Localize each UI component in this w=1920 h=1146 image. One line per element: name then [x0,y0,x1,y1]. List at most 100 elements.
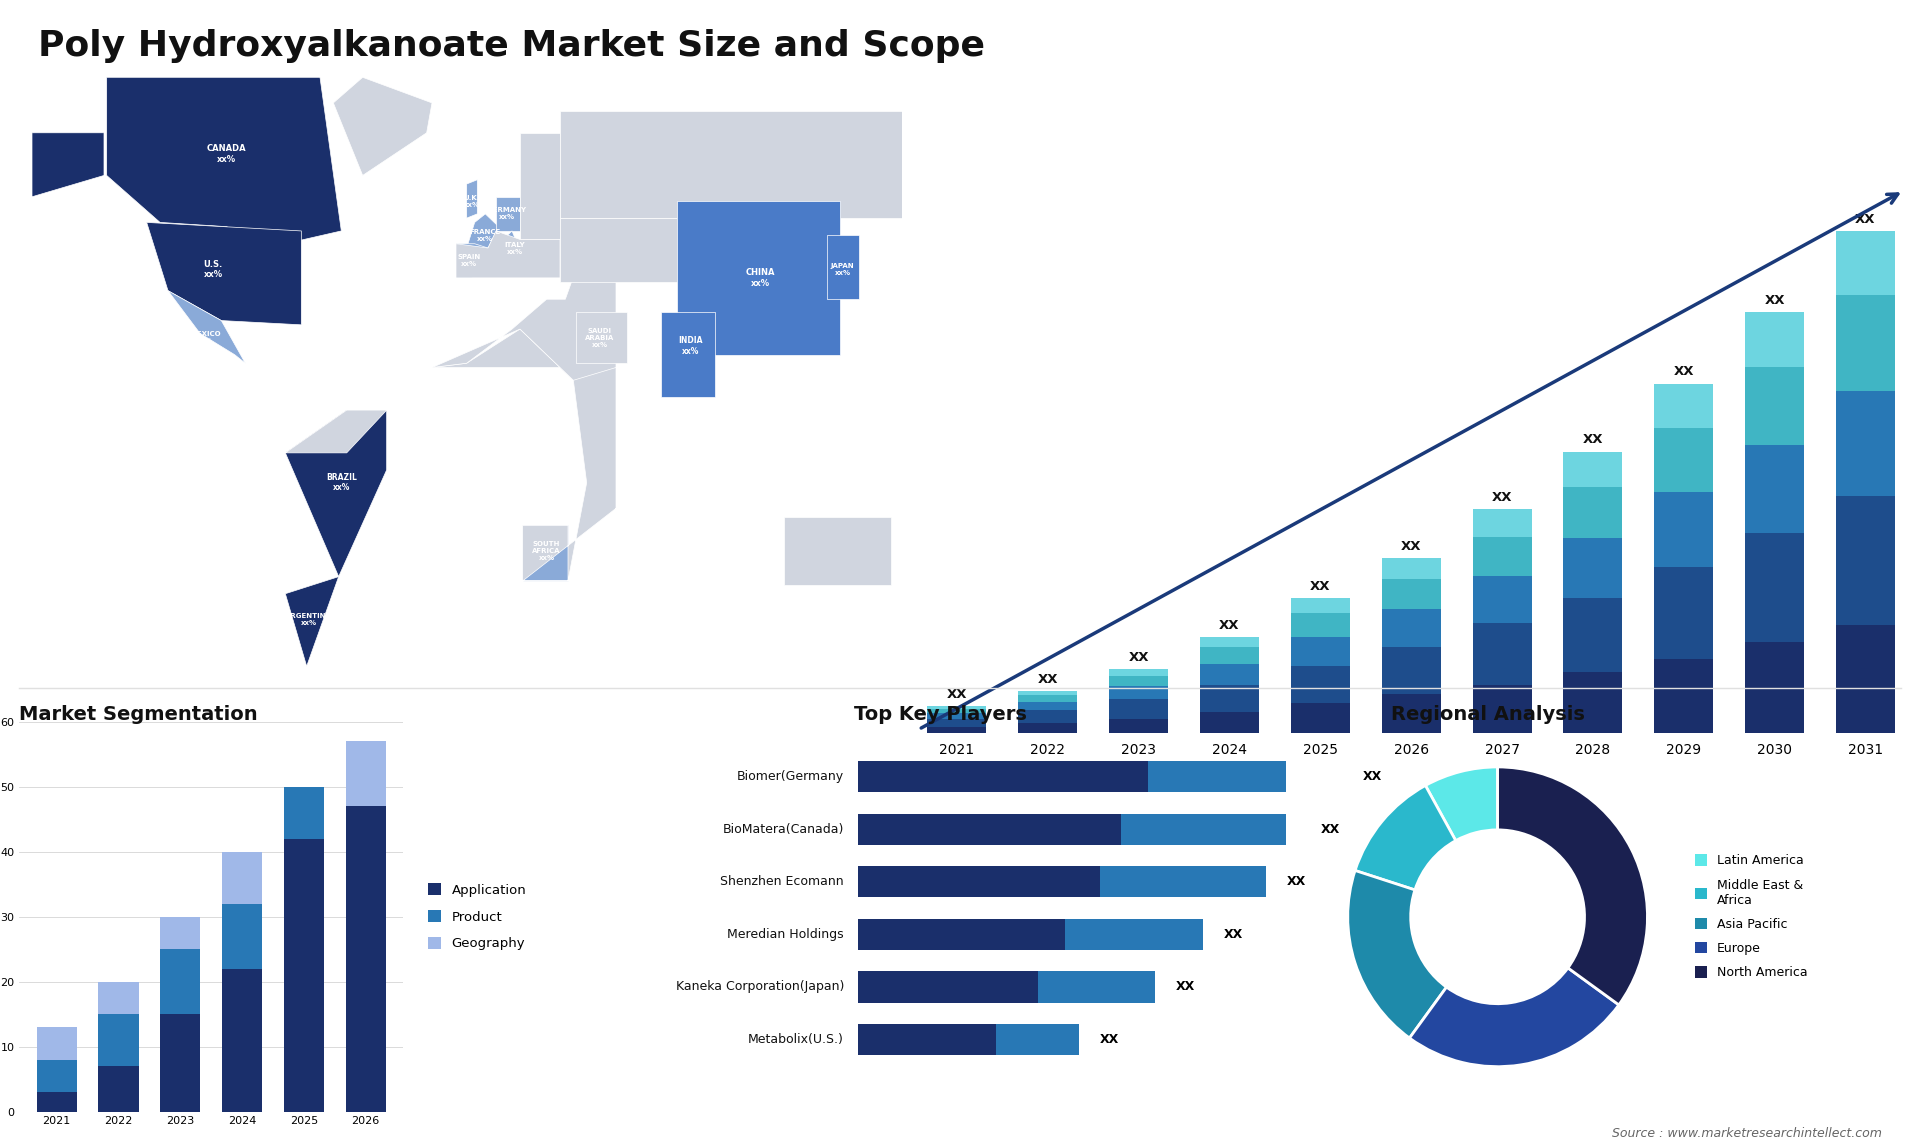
Text: Metabolix(U.S.): Metabolix(U.S.) [749,1033,845,1046]
Bar [1290,666,1350,702]
Text: Biomer(Germany: Biomer(Germany [737,770,845,783]
FancyBboxPatch shape [858,814,1300,845]
Text: XX: XX [1855,212,1876,226]
FancyBboxPatch shape [858,972,1037,1003]
Bar [927,709,987,713]
Bar [927,727,987,733]
Bar [98,1066,138,1112]
Bar [1836,296,1895,391]
Bar [1018,711,1077,723]
Bar [1745,445,1805,533]
Bar [1110,686,1167,699]
FancyBboxPatch shape [858,866,1100,897]
Bar [1745,533,1805,642]
Text: Kaneka Corporation(Japan): Kaneka Corporation(Japan) [676,981,845,994]
Bar [1290,702,1350,733]
Text: Top Key Players: Top Key Players [854,705,1027,724]
Bar [1836,625,1895,733]
Bar [346,741,386,807]
Bar [1745,367,1805,445]
Bar [1110,719,1167,733]
Bar [1290,598,1350,613]
Bar [1563,487,1622,537]
Bar [1382,579,1440,610]
Bar [1018,691,1077,696]
Text: Market Segmentation: Market Segmentation [19,705,257,724]
FancyBboxPatch shape [858,919,1204,950]
Text: JAPAN
xx%: JAPAN xx% [831,262,854,276]
Text: FRANCE
xx%: FRANCE xx% [470,229,501,242]
Wedge shape [1425,767,1498,841]
Circle shape [1411,830,1584,1004]
Text: XX: XX [1286,876,1306,888]
Text: BRAZIL
xx%: BRAZIL xx% [326,473,357,493]
Bar [1200,647,1260,665]
FancyBboxPatch shape [858,1025,996,1055]
Bar [1836,391,1895,496]
Bar [1018,696,1077,702]
Bar [1655,567,1713,659]
Bar [1110,669,1167,676]
FancyBboxPatch shape [858,1025,1079,1055]
Text: BioMatera(Canada): BioMatera(Canada) [722,823,845,835]
Text: XX: XX [1321,823,1340,835]
Bar [1382,610,1440,646]
Bar [1563,452,1622,487]
Bar [1200,665,1260,684]
Text: XX: XX [1219,619,1240,631]
Bar [1655,427,1713,493]
Bar [223,968,263,1112]
FancyBboxPatch shape [858,761,1148,792]
Bar [159,949,200,1014]
Bar [1382,646,1440,694]
Text: XX: XX [1100,1033,1119,1046]
Bar [1200,637,1260,647]
Text: XX: XX [1363,770,1382,783]
Bar [1473,536,1532,576]
Bar [1110,676,1167,686]
Bar [1745,313,1805,367]
Legend: Application, Product, Geography: Application, Product, Geography [422,878,532,956]
Text: XX: XX [1674,366,1693,378]
Bar [36,1027,77,1060]
Text: CHINA
xx%: CHINA xx% [745,268,776,288]
Text: U.S.
xx%: U.S. xx% [204,260,223,278]
Bar [1382,694,1440,733]
Bar [159,1014,200,1112]
Bar [1836,496,1895,625]
FancyBboxPatch shape [858,761,1342,792]
Bar [927,706,987,709]
Text: ITALY
xx%: ITALY xx% [505,242,524,254]
Bar [1473,684,1532,733]
Bar [1655,659,1713,733]
FancyBboxPatch shape [858,866,1265,897]
Bar [927,719,987,727]
Text: XX: XX [1492,490,1513,504]
Text: XX: XX [1402,540,1421,552]
FancyBboxPatch shape [858,814,1121,845]
Bar [223,851,263,904]
Bar [98,982,138,1014]
Legend: Latin America, Middle East &
Africa, Asia Pacific, Europe, North America: Latin America, Middle East & Africa, Asi… [1690,849,1812,984]
Text: Meredian Holdings: Meredian Holdings [728,928,845,941]
Bar [1018,723,1077,733]
Text: INDIA
xx%: INDIA xx% [678,337,703,356]
Text: Regional Analysis: Regional Analysis [1392,705,1584,724]
Text: SAUDI
ARABIA
xx%: SAUDI ARABIA xx% [586,328,614,347]
Bar [284,787,324,839]
Text: XX: XX [1175,981,1194,994]
Bar [1655,384,1713,427]
Bar [1563,673,1622,733]
Text: CANADA
xx%: CANADA xx% [207,144,246,164]
Text: XX: XX [1129,651,1148,664]
Wedge shape [1348,871,1446,1038]
Bar [1473,623,1532,684]
Bar [1836,231,1895,296]
Bar [1745,642,1805,733]
Text: SOUTH
AFRICA
xx%: SOUTH AFRICA xx% [532,541,561,562]
Bar [223,904,263,968]
Text: Poly Hydroxyalkanoate Market Size and Scope: Poly Hydroxyalkanoate Market Size and Sc… [38,29,985,63]
Text: XX: XX [947,688,968,701]
Bar [1200,684,1260,712]
Bar [927,713,987,719]
